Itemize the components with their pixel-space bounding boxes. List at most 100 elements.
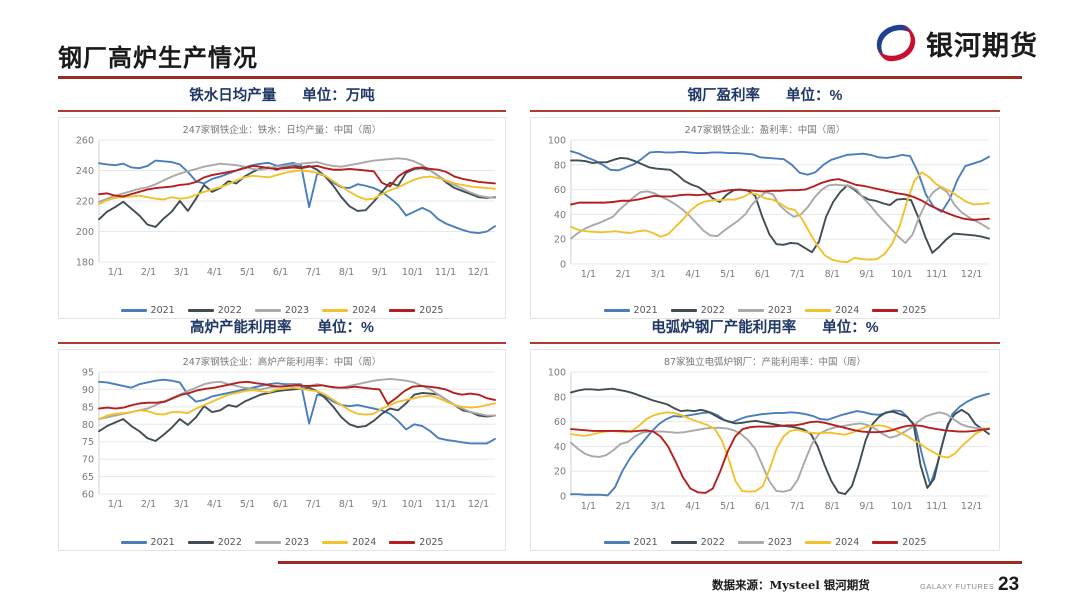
series-line-2023 [570,411,990,493]
svg-text:2/1: 2/1 [616,269,631,280]
legend-item-2022[interactable]: 2022 [187,305,242,316]
series-line-2021 [98,378,496,445]
svg-text:80: 80 [554,160,566,171]
legend-label: 2022 [217,537,242,548]
legend-swatch-icon [670,541,697,544]
legend-item-2023[interactable]: 2023 [254,537,309,548]
svg-text:3/1: 3/1 [174,499,189,510]
svg-text:40: 40 [554,442,566,453]
svg-text:2/1: 2/1 [141,499,156,510]
footer-divider [278,561,1022,564]
legend-item-2025[interactable]: 2025 [872,537,926,548]
svg-text:70: 70 [82,455,94,466]
chart-unit-label: 单位：% [786,88,843,104]
legend-item-2022[interactable]: 2022 [187,537,242,548]
svg-text:8/1: 8/1 [339,267,354,278]
chart-panel-hot-metal-output: 铁水日均产量 单位：万吨 247家钢铁企业：铁水：日均产量：中国（周） 180 200 2… [58,86,506,319]
svg-text:7/1: 7/1 [790,269,805,280]
series-line-2023 [98,157,496,203]
chart-unit-label: 单位：% [822,320,879,336]
legend-swatch-icon [737,309,764,312]
legend-item-2025[interactable]: 2025 [872,305,926,316]
legend-item-2024[interactable]: 2024 [805,305,859,316]
legend-swatch-icon [805,309,832,312]
chart-legend: 2021 2022 2023 2024 2025 [59,537,505,548]
legend-label: 2024 [835,305,860,316]
series-line-2023 [570,183,990,244]
legend-item-2021[interactable]: 2021 [120,305,175,316]
legend-label: 2021 [633,537,658,548]
chart-title-text: 高炉产能利用率 [190,320,292,336]
legend-label: 2025 [419,305,444,316]
svg-text:5/1: 5/1 [240,499,255,510]
svg-text:180: 180 [76,258,94,269]
svg-text:4/1: 4/1 [207,267,222,278]
chart-title-underline [58,110,506,112]
svg-text:1/1: 1/1 [581,501,596,512]
svg-text:85: 85 [82,402,94,413]
series-line-2024 [570,171,990,264]
svg-text:60: 60 [554,185,566,196]
legend-swatch-icon [187,541,214,544]
legend-item-2022[interactable]: 2022 [670,537,725,548]
galaxy-swirl-logo-icon [874,22,918,64]
svg-text:80: 80 [82,420,94,431]
legend-label: 2022 [217,305,242,316]
legend-item-2022[interactable]: 2022 [670,305,725,316]
series-line-2025 [570,420,990,494]
legend-item-2021[interactable]: 2021 [120,537,175,548]
chart-plot: 0 20 40 60 80 100 1/1 2/1 3/1 4/1 5/1 6/1 7/1 8/1 9/1 1… [548,136,990,280]
svg-text:6/1: 6/1 [755,269,770,280]
legend-item-2021[interactable]: 2021 [603,537,658,548]
legend-item-2021[interactable]: 2021 [603,305,658,316]
legend-label: 2021 [633,305,658,316]
svg-text:7/1: 7/1 [306,499,321,510]
series-line-2024 [98,169,496,206]
legend-item-2024[interactable]: 2024 [322,305,376,316]
series-line-2022 [570,157,990,254]
chart-panel-mill-profitability: 钢厂盈利率 单位：% 247家钢铁企业：盈利率：中国（周） 0 20 40 60 80 100 1… [530,86,1000,319]
data-source-note: 数据来源：Mysteel 银河期货 [712,578,870,592]
svg-text:60: 60 [82,490,94,501]
legend-label: 2024 [352,305,377,316]
series-line-2024 [570,411,990,493]
chart-title-text: 电弧炉钢厂产能利用率 [651,320,797,336]
legend-item-2023[interactable]: 2023 [254,305,309,316]
svg-text:12/1: 12/1 [961,269,982,280]
logo-text: 银河期货 [926,30,1038,62]
legend-item-2025[interactable]: 2025 [389,537,443,548]
chart-legend: 2021 2022 2023 2024 2025 [531,305,999,316]
svg-text:2/1: 2/1 [616,501,631,512]
legend-label: 2023 [767,537,793,548]
chart-title-text: 铁水日均产量 [189,88,277,104]
legend-item-2023[interactable]: 2023 [737,305,792,316]
svg-text:0: 0 [560,492,566,503]
legend-swatch-icon [389,309,416,312]
footer-brand-text: GALAXY FUTURES [920,582,995,591]
chart-title-underline [530,342,1000,344]
svg-text:4/1: 4/1 [685,501,700,512]
chart-title-underline [58,342,506,344]
legend-label: 2025 [902,305,927,316]
svg-text:60: 60 [554,417,566,428]
svg-text:7/1: 7/1 [790,501,805,512]
legend-swatch-icon [254,309,281,312]
svg-text:200: 200 [76,227,94,238]
svg-text:80: 80 [554,392,566,403]
legend-item-2024[interactable]: 2024 [805,537,859,548]
svg-text:9/1: 9/1 [859,269,874,280]
svg-text:6/1: 6/1 [273,267,288,278]
svg-text:6/1: 6/1 [273,499,288,510]
svg-text:7/1: 7/1 [306,267,321,278]
legend-label: 2024 [835,537,860,548]
chart-title-eaf-capacity-utilization: 电弧炉钢厂产能利用率 单位：% [530,318,1000,340]
chart-plot: 60 65 70 75 80 85 90 95 1/1 2/1 3/1 4/1 5/1 6/1 7/1 8/1… [82,368,496,510]
chart-area-eaf-capacity-utilization: 87家独立电弧炉钢厂：产能利用率：中国（周） 0 20 40 60 80 100 1/1 2/1… [530,349,1000,551]
legend-item-2024[interactable]: 2024 [322,537,376,548]
svg-text:11/1: 11/1 [435,499,456,510]
legend-item-2025[interactable]: 2025 [389,305,443,316]
svg-text:5/1: 5/1 [720,269,735,280]
chart-unit-label: 单位：万吨 [302,88,375,104]
svg-text:8/1: 8/1 [825,269,840,280]
legend-item-2023[interactable]: 2023 [737,537,793,548]
